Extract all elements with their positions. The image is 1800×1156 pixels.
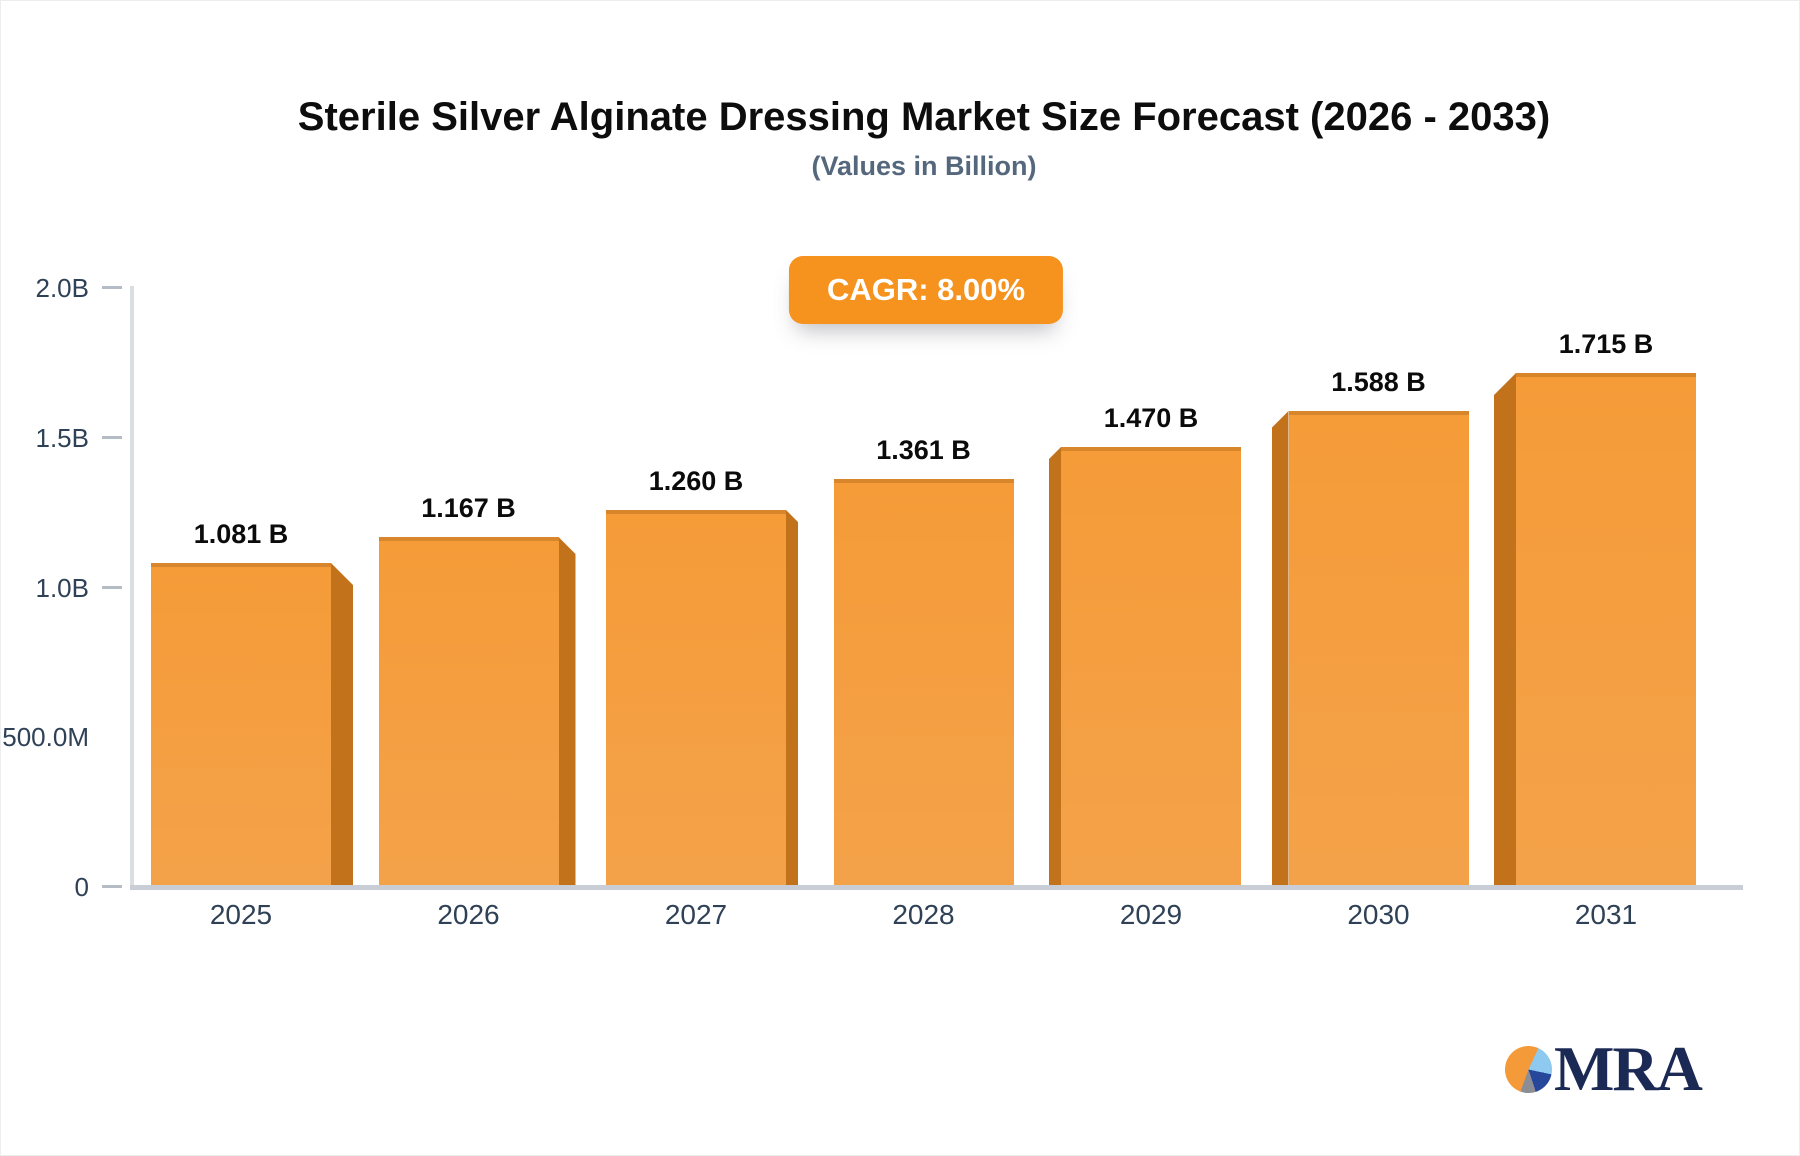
bar-value-2025: 1.081 B <box>193 519 289 549</box>
mra-logo: MRA <box>1505 1033 1703 1104</box>
chart-subtitle: (Values in Billion) <box>811 151 1037 181</box>
bar-2031-side <box>1494 373 1516 887</box>
bar-2026-side <box>558 537 576 887</box>
bar-value-2028: 1.361 B <box>876 435 971 465</box>
bar-2025 <box>151 563 331 887</box>
pie-chart-icon <box>1505 1045 1552 1093</box>
y-axis-line <box>130 286 134 887</box>
x-tick-label-2028: 2028 <box>892 899 955 930</box>
y-tick-label-3: 500.0M <box>2 722 89 753</box>
bar-2031 <box>1516 373 1696 887</box>
bar-2030 <box>1288 411 1469 887</box>
bar-2025-side <box>331 563 353 887</box>
x-tick-label-2027: 2027 <box>664 899 728 930</box>
x-axis-line <box>130 885 1743 890</box>
y-tick-label-4: 0 <box>74 872 89 902</box>
bar-2026 <box>378 537 559 887</box>
cagr-badge: CAGR: 8.00% <box>788 256 1064 324</box>
x-tick-label-2031: 2031 <box>1574 899 1638 930</box>
y-tick-mark-0 <box>102 286 122 289</box>
y-tick-mark-1 <box>102 435 122 439</box>
logo-text: MRA <box>1554 1033 1703 1104</box>
bar-2029 <box>1061 447 1241 887</box>
bar-2027 <box>606 510 786 887</box>
bar-2027-side <box>786 510 798 887</box>
x-tick-label-2029: 2029 <box>1119 899 1183 930</box>
x-tick-label-2030: 2030 <box>1347 899 1410 930</box>
x-tick-label-2025: 2025 <box>209 899 273 930</box>
bar-2030-side <box>1271 411 1289 887</box>
chart-title: Sterile Silver Alginate Dressing Market … <box>297 95 1551 139</box>
bar-value-2031: 1.715 B <box>1558 329 1654 359</box>
y-tick-mark-4 <box>102 885 122 888</box>
bar-value-2026: 1.167 B <box>421 493 516 523</box>
bar-2028 <box>833 479 1014 887</box>
y-tick-label-0: 2.0B <box>35 273 90 303</box>
bar-value-2027: 1.260 B <box>648 466 744 496</box>
bar-value-2030: 1.588 B <box>1331 367 1426 397</box>
y-tick-label-1: 1.5B <box>35 422 90 453</box>
bar-value-2029: 1.470 B <box>1103 403 1199 433</box>
x-tick-label-2026: 2026 <box>437 899 500 930</box>
y-tick-label-2: 1.0B <box>35 572 90 603</box>
bar-2029-side <box>1049 447 1061 887</box>
y-tick-mark-2 <box>102 585 122 589</box>
